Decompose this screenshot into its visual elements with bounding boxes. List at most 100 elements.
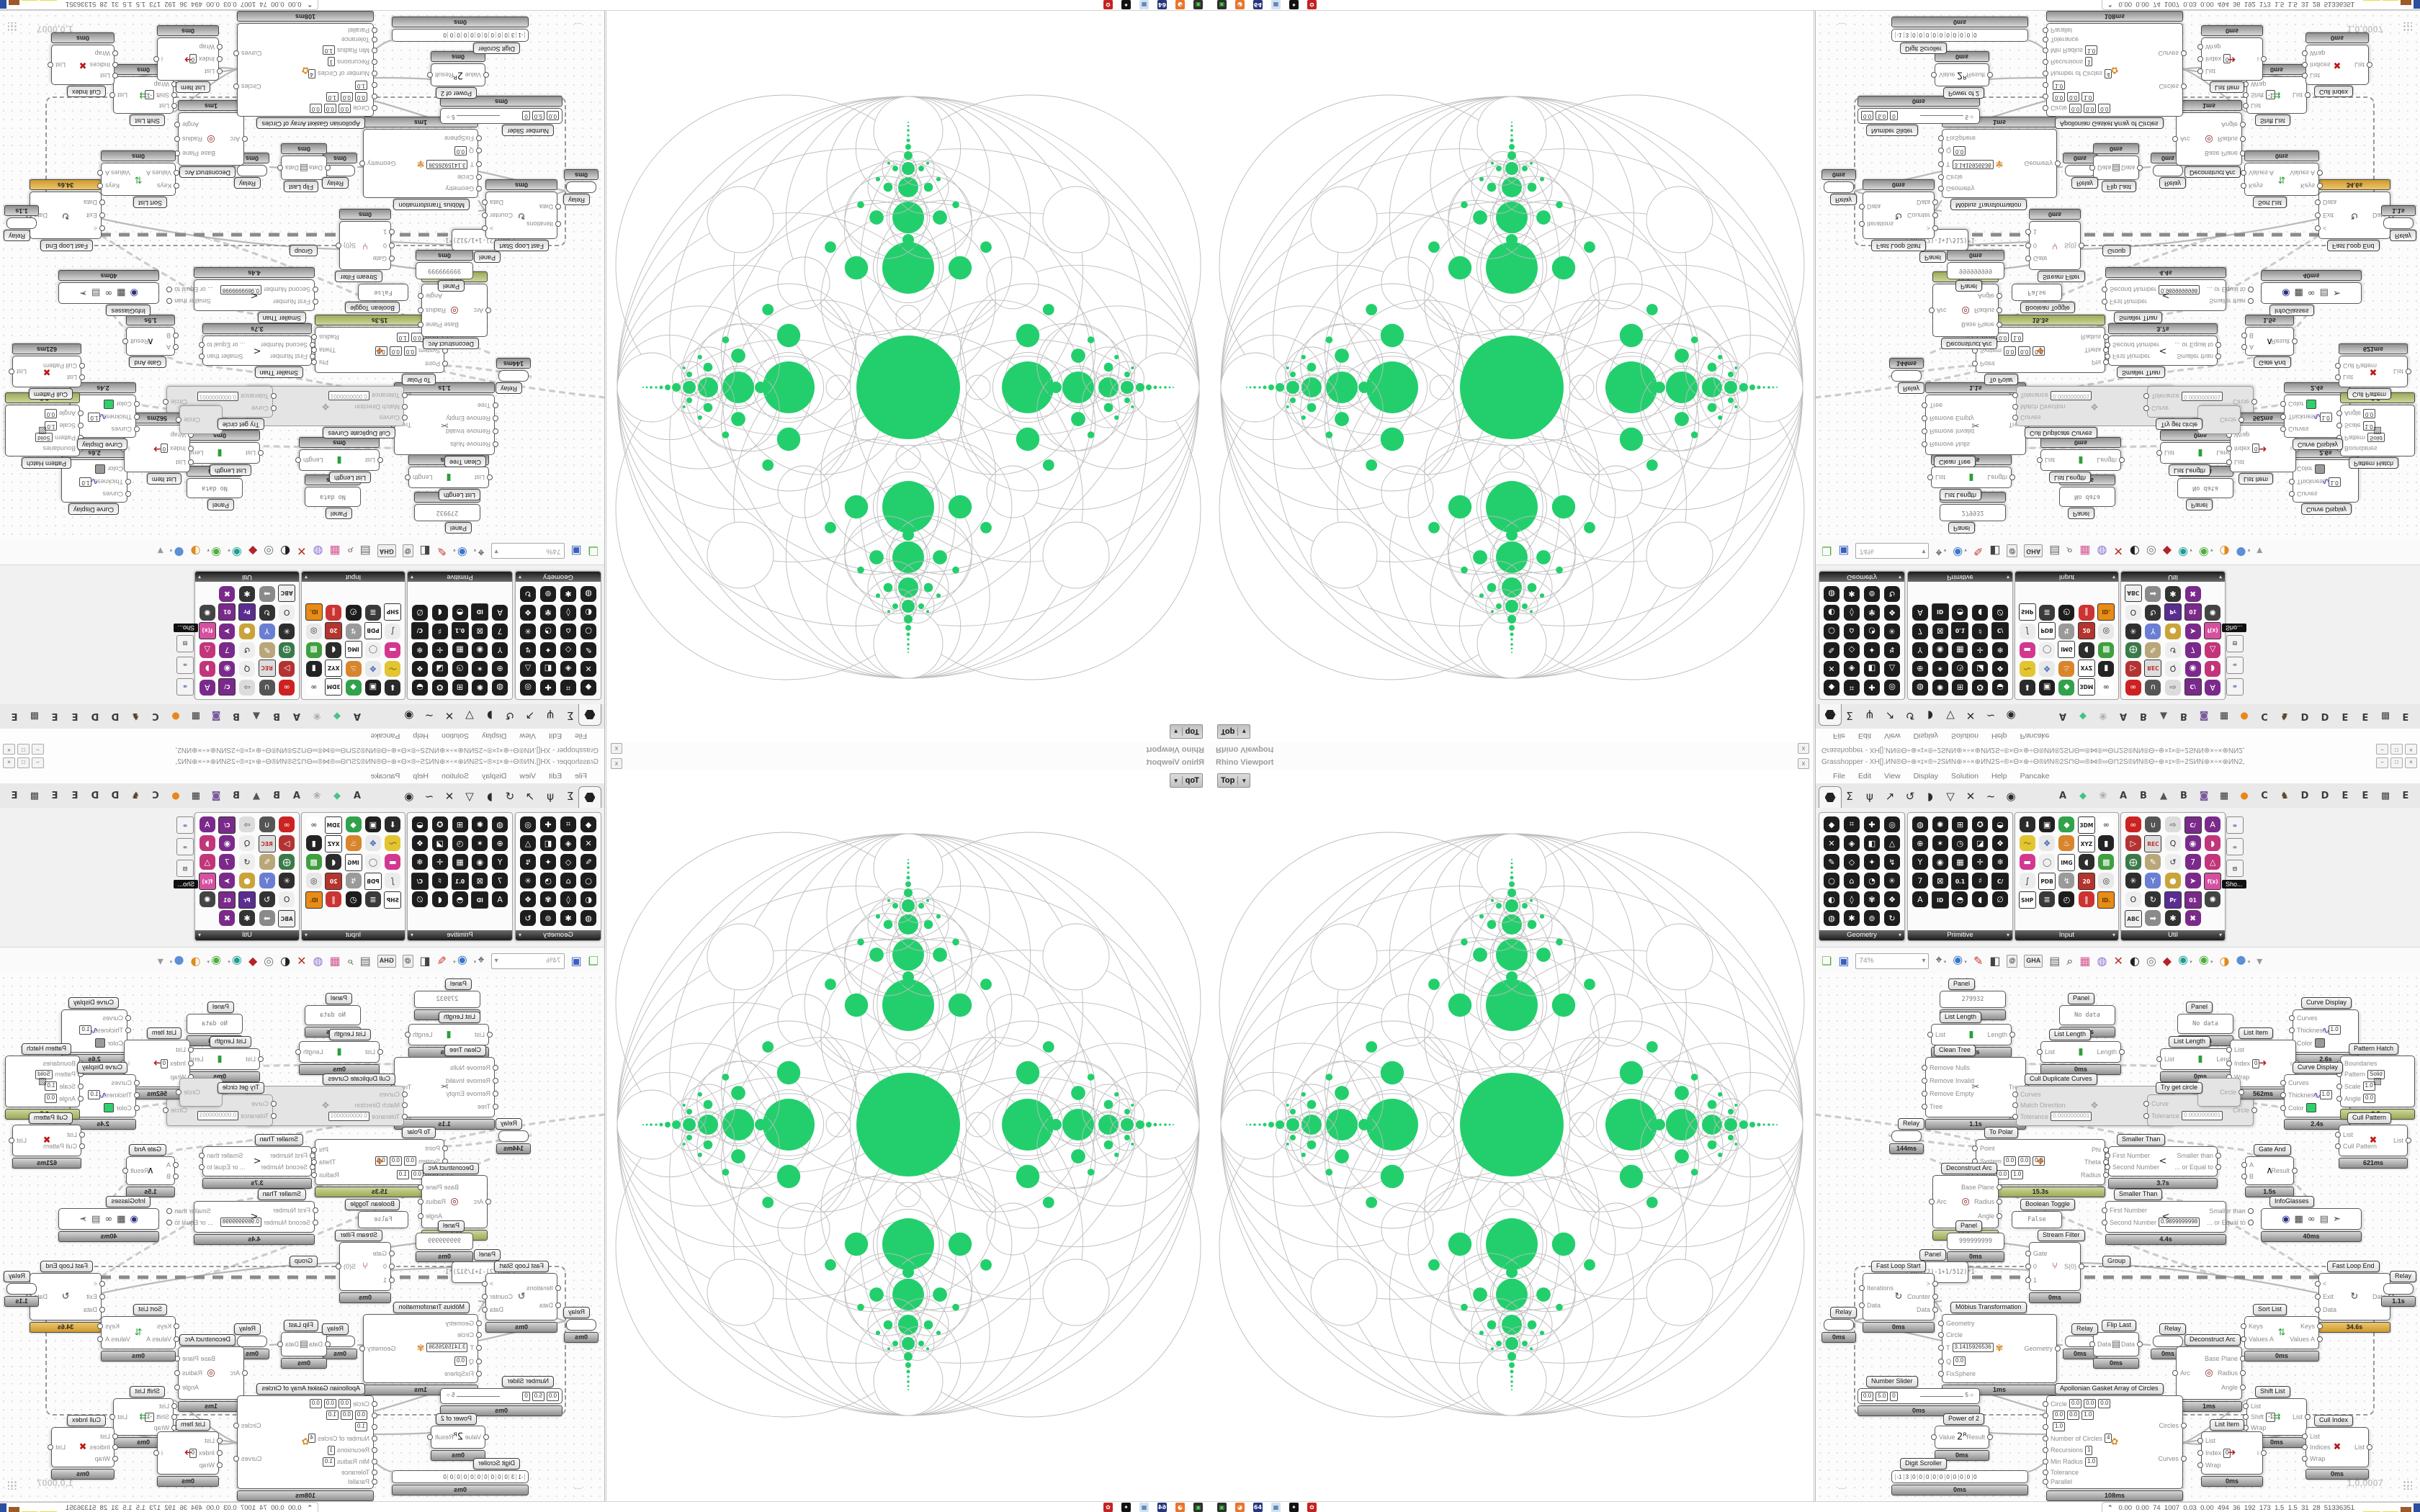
node-body[interactable] (237, 1336, 267, 1347)
input-nub[interactable] (99, 212, 105, 218)
input-nub[interactable] (2289, 1027, 2295, 1033)
output-nub[interactable] (1996, 1184, 2002, 1190)
value-field[interactable]: 0.0 (2069, 103, 2082, 113)
digit[interactable]: 3 (510, 1473, 516, 1480)
console-icon[interactable]: ▣ (1217, 1503, 1227, 1512)
node-body[interactable]: Arc Base Plane Radius Angle ◎ (1929, 284, 2002, 337)
input-nub[interactable] (1922, 1078, 1927, 1084)
new-document-icon[interactable]: ❏ (588, 953, 599, 968)
input-nub[interactable] (1927, 1032, 1933, 1038)
palette-icon[interactable]: ∞ (279, 680, 295, 696)
value-field[interactable]: 0.0000000001 (2051, 1112, 2092, 1122)
node-body[interactable]: First Number Second Number Smaller than...… (2105, 1146, 2221, 1176)
palette-icon[interactable]: ⨁ (2125, 642, 2141, 658)
chevron-up-icon[interactable]: ⌃ (307, 1, 313, 8)
tab-plugin-14[interactable]: E (71, 711, 79, 721)
menu-view[interactable]: View (1884, 772, 1901, 780)
tab-plugin-13[interactable]: D (91, 711, 99, 721)
palette-icon[interactable]: ✛ (1972, 854, 1989, 870)
digit[interactable]: 0 (449, 1473, 455, 1480)
palette-icon[interactable]: O (2125, 891, 2141, 907)
palette-icon[interactable]: ▷ (2125, 661, 2141, 677)
output-nub[interactable] (1932, 199, 1938, 205)
output-nub[interactable] (295, 457, 301, 463)
palette-icon[interactable]: ◎ (2098, 624, 2115, 639)
palette-icon[interactable]: ↯ (520, 642, 536, 658)
tab-plugin-15[interactable]: E (51, 791, 58, 801)
gha-icon[interactable]: GHA (377, 544, 396, 558)
input-nub[interactable] (2102, 299, 2107, 305)
finder-loupe-icon[interactable]: ⌕ (346, 544, 354, 559)
pin-green-icon[interactable]: ◉ ▾ (207, 953, 222, 966)
gem-icon[interactable]: ◆ (248, 544, 258, 559)
value-field[interactable]: 1.0 (2085, 45, 2098, 55)
palette-icon[interactable]: ➤ (219, 873, 236, 888)
output-nub[interactable] (166, 286, 173, 292)
palette-icon[interactable]: ✳ (2125, 624, 2141, 639)
jump-wires-icon[interactable]: ✕ (297, 953, 307, 968)
value-field[interactable]: 0 (2223, 1448, 2231, 1458)
output-nub[interactable] (2261, 1450, 2267, 1456)
input-nub[interactable] (112, 50, 118, 57)
tab-plugin-1[interactable]: ◆ (2079, 791, 2087, 801)
palette-icon[interactable]: ⇨ (239, 816, 256, 832)
show-panel-icon[interactable]: ∞ (2226, 816, 2244, 834)
input-nub[interactable] (2315, 1294, 2321, 1300)
palette-icon[interactable]: ✥ (364, 661, 381, 677)
output-nub[interactable] (233, 83, 239, 89)
sphere-orange-icon[interactable]: ◑ (2219, 544, 2230, 559)
balloon-icon[interactable]: ◍ (2097, 544, 2107, 559)
palette-icon[interactable]: f(x) (2204, 873, 2222, 890)
value-field[interactable]: 1.0 (322, 45, 335, 55)
value-field[interactable]: 0 (522, 1391, 530, 1401)
input-nub[interactable] (1938, 148, 1944, 154)
tab-display[interactable]: ◉ (404, 709, 414, 722)
input-nub[interactable] (125, 491, 131, 497)
input-nub[interactable] (173, 1173, 179, 1179)
node-body[interactable]: ◉ ▦ ∞ ▤ ➣ (2261, 282, 2362, 304)
palette-icon[interactable]: ⊠ (1932, 873, 1948, 888)
palette-icon[interactable]: ◎ (520, 816, 536, 832)
value-field[interactable]: 1 (327, 57, 335, 67)
input-nub[interactable] (2280, 1092, 2286, 1098)
digit[interactable]: 0 (1930, 32, 1937, 39)
palette-icon[interactable]: ◎ (520, 680, 536, 696)
node-body[interactable]: List Length ▮ (1927, 467, 2015, 488)
node-body[interactable]: First Number Second Number 0.9899999998 Sma… (166, 1201, 318, 1233)
output-nub[interactable] (359, 1346, 365, 1351)
palette-icon[interactable]: ♨ (2058, 661, 2075, 677)
palette-icon[interactable]: ◖ (431, 891, 448, 907)
palette-icon[interactable]: ◆ (2058, 816, 2075, 832)
palette-icon[interactable]: SHP (2018, 891, 2036, 909)
palette-icon[interactable]: 7 (2184, 642, 2201, 658)
palette-icon[interactable]: SHP (2018, 603, 2036, 621)
palette-icon[interactable]: ≣ (364, 891, 381, 907)
show-panel-icon[interactable]: ⊟ (176, 860, 194, 877)
palette-icon[interactable]: △ (1884, 661, 1900, 677)
tab-plugin-3[interactable]: A (2119, 791, 2128, 801)
palette-icon[interactable]: O (279, 891, 295, 907)
output-nub[interactable] (233, 50, 239, 57)
color-swatch[interactable] (95, 1038, 106, 1048)
tab-plugin-9[interactable]: ● (171, 791, 180, 801)
palette-panel-footer[interactable]: Primitive ▾ (1908, 572, 2012, 582)
menu-view[interactable]: View (1884, 732, 1901, 740)
palette-icon[interactable]: Pr (238, 603, 256, 621)
input-nub[interactable] (2043, 105, 2048, 112)
tab-plugin-8[interactable]: ▦ (2219, 791, 2229, 801)
node-body[interactable]: Arc Base Plane Radius Angle ◎ (2172, 1346, 2246, 1400)
tab-plugin-12[interactable]: D (111, 791, 120, 801)
node-body[interactable]: Data Data ▤ (2089, 1332, 2143, 1356)
tab-plugin-14[interactable]: E (2341, 791, 2349, 801)
palette-icon[interactable]: 01 (2184, 891, 2202, 909)
input-nub[interactable] (476, 135, 482, 141)
input-nub[interactable] (2302, 50, 2308, 57)
palette-icon[interactable]: ◗ (199, 835, 215, 851)
node-body[interactable]: Circle 0.0 0.0 0.0 0.0 0.0 1.0 1.0 Number of Cir… (2043, 1395, 2187, 1489)
node-body[interactable]: No data (187, 1014, 243, 1034)
digit-scroller-digits[interactable]: -1 3 0 0 0 0 0 0 0 0 0 0 (393, 30, 528, 41)
maximize-icon[interactable]: □ (17, 744, 30, 755)
node-body[interactable]: 279932 (1940, 991, 2006, 1008)
digit[interactable]: 0 (483, 1473, 490, 1480)
value-field[interactable]: 0.0 (338, 103, 351, 113)
